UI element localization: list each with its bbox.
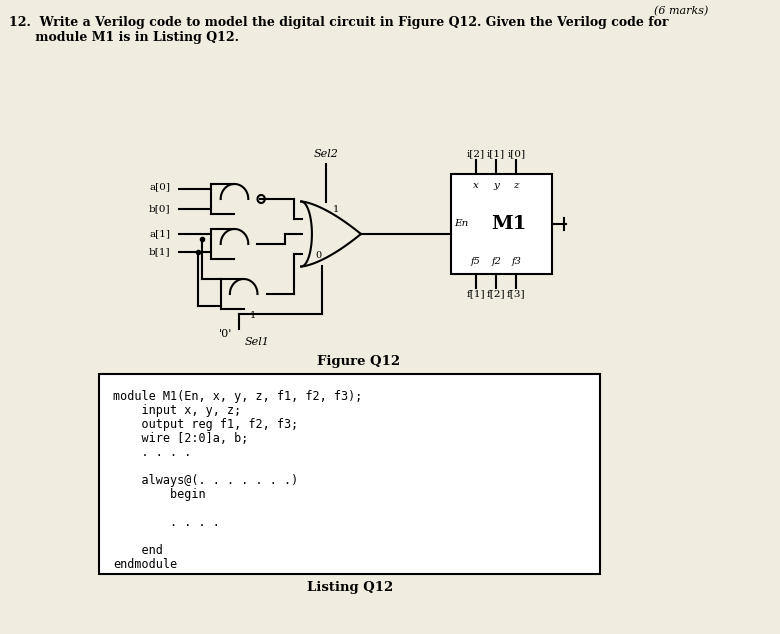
Text: a[1]: a[1] [149, 230, 170, 238]
Text: x: x [473, 181, 479, 190]
Text: Sel1: Sel1 [245, 337, 270, 347]
Text: . . . .: . . . . [113, 446, 191, 459]
Text: z: z [513, 181, 519, 190]
Text: f[1]: f[1] [466, 290, 485, 299]
Text: b[1]: b[1] [148, 247, 170, 257]
FancyBboxPatch shape [99, 374, 601, 574]
Text: '0': '0' [218, 329, 232, 339]
Text: output reg f1, f2, f3;: output reg f1, f2, f3; [113, 418, 299, 431]
Text: begin: begin [113, 488, 206, 501]
Text: 12.  Write a Verilog code to model the digital circuit in Figure Q12. Given the : 12. Write a Verilog code to model the di… [9, 16, 668, 44]
Text: i[2]: i[2] [466, 150, 485, 158]
Text: f[3]: f[3] [507, 290, 526, 299]
Text: 0: 0 [316, 252, 322, 261]
Text: 1: 1 [332, 205, 339, 214]
Text: M1: M1 [491, 215, 526, 233]
Text: f3: f3 [512, 257, 521, 266]
Text: En: En [455, 219, 469, 228]
Text: y: y [493, 181, 499, 190]
Text: a[0]: a[0] [149, 183, 170, 191]
Text: f[2]: f[2] [487, 290, 505, 299]
Text: i[1]: i[1] [487, 150, 505, 158]
Text: Listing Q12: Listing Q12 [307, 581, 393, 595]
Text: endmodule: endmodule [113, 558, 177, 571]
Text: b[0]: b[0] [148, 205, 170, 214]
Text: f5: f5 [471, 257, 480, 266]
Text: Figure Q12: Figure Q12 [317, 356, 400, 368]
Text: f2: f2 [491, 257, 501, 266]
Text: wire [2:0]a, b;: wire [2:0]a, b; [113, 432, 249, 445]
FancyBboxPatch shape [451, 174, 551, 274]
Text: always@(. . . . . . .): always@(. . . . . . .) [113, 474, 299, 487]
Text: (6 marks): (6 marks) [654, 6, 708, 16]
Text: . . . .: . . . . [113, 516, 220, 529]
Text: i[0]: i[0] [507, 150, 526, 158]
Text: module M1(En, x, y, z, f1, f2, f3);: module M1(En, x, y, z, f1, f2, f3); [113, 390, 363, 403]
Text: end: end [113, 544, 163, 557]
Text: 1: 1 [250, 311, 256, 321]
Text: Sel2: Sel2 [314, 149, 339, 159]
Text: input x, y, z;: input x, y, z; [113, 404, 241, 417]
